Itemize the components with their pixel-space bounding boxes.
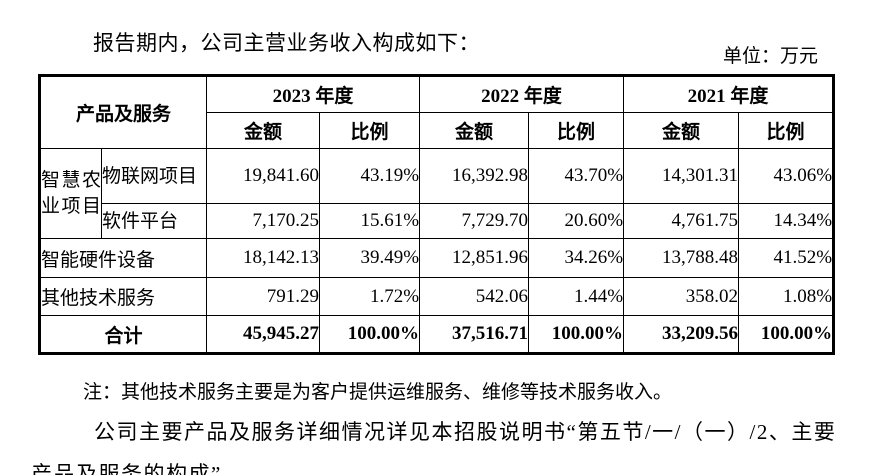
col-header-year-2023: 2023 年度 [206, 75, 421, 113]
row-label-smart-hardware: 智能硬件设备 [38, 238, 208, 278]
cell-amount-2021: 33,209.56 [623, 315, 740, 354]
row-smart-hardware: 智能硬件设备 18,142.13 39.49% 12,851.96 34.26%… [38, 238, 835, 278]
row-other-tech-services: 其他技术服务 791.29 1.72% 542.06 1.44% 358.02 … [38, 277, 835, 316]
intro-paragraph: 报告期内，公司主营业务收入构成如下： [93, 31, 480, 55]
cell-amount-2022: 12,851.96 [419, 238, 530, 278]
cell-ratio-2023: 100.00% [319, 315, 421, 354]
row-label-total: 合计 [38, 315, 208, 354]
row-label-software-platform: 软件平台 [100, 203, 208, 239]
col-header-amount-2023: 金额 [206, 112, 321, 149]
col-header-ratio-2021: 比例 [738, 112, 835, 149]
cell-ratio-2022: 34.26% [528, 238, 625, 278]
group-label-smart-agriculture: 智慧农业项目 [39, 148, 102, 239]
header-row-amount-ratio: 金额 比例 金额 比例 金额 比例 [40, 112, 835, 149]
revenue-composition-table: 产品及服务 2023 年度 2022 年度 2021 年度 金额 比例 金额 比… [38, 74, 836, 355]
col-header-year-2021: 2021 年度 [623, 75, 835, 113]
cell-amount-2021: 14,301.31 [623, 148, 740, 204]
cell-amount-2021: 4,761.75 [623, 203, 740, 239]
cell-amount-2022: 16,392.98 [419, 148, 530, 204]
cell-amount-2022: 7,729.70 [419, 203, 530, 239]
row-total: 合计 45,945.27 100.00% 37,516.71 100.00% 3… [38, 315, 835, 354]
header-row-years: 产品及服务 2023 年度 2022 年度 2021 年度 [38, 75, 835, 149]
col-header-amount-2022: 金额 [419, 112, 530, 149]
row-label-iot-project: 物联网项目 [100, 148, 208, 204]
cell-ratio-2022: 43.70% [528, 148, 625, 204]
cell-ratio-2023: 39.49% [319, 238, 421, 278]
col-header-amount-2021: 金额 [623, 112, 740, 149]
cell-amount-2023: 7,170.25 [206, 203, 321, 239]
cell-ratio-2022: 1.44% [528, 277, 625, 316]
cell-amount-2023: 18,142.13 [206, 238, 321, 278]
cell-ratio-2021: 43.06% [738, 148, 835, 204]
row-iot-project: 智慧农业项目 物联网项目 19,841.60 43.19% 16,392.98 … [39, 148, 835, 239]
cell-ratio-2021: 41.52% [738, 238, 835, 278]
closing-paragraph-line2: 产品及服务的构成”。 [31, 462, 245, 475]
cell-amount-2023: 791.29 [206, 277, 321, 316]
table-footnote: 注：其他技术服务主要是为客户提供运维服务、维修等技术服务收入。 [83, 382, 673, 403]
cell-amount-2022: 542.06 [419, 277, 530, 316]
row-label-other-tech-services: 其他技术服务 [38, 277, 208, 316]
cell-amount-2023: 19,841.60 [206, 148, 321, 204]
cell-ratio-2022: 20.60% [528, 203, 625, 239]
cell-amount-2023: 45,945.27 [206, 315, 321, 354]
row-software-platform: 软件平台 7,170.25 15.61% 7,729.70 20.60% 4,7… [40, 203, 835, 239]
cell-ratio-2023: 1.72% [319, 277, 421, 316]
cell-amount-2021: 358.02 [623, 277, 740, 316]
cell-ratio-2021: 1.08% [738, 277, 835, 316]
cell-ratio-2023: 43.19% [319, 148, 421, 204]
col-header-ratio-2022: 比例 [528, 112, 625, 149]
cell-ratio-2021: 100.00% [738, 315, 835, 354]
closing-paragraph-line1: 公司主要产品及服务详细情况详见本招股说明书“第五节/一/（一）/2、主要 [94, 420, 837, 444]
cell-ratio-2023: 15.61% [319, 203, 421, 239]
col-header-ratio-2023: 比例 [319, 112, 421, 149]
col-header-year-2022: 2022 年度 [419, 75, 625, 113]
cell-ratio-2021: 14.34% [738, 203, 835, 239]
cell-amount-2021: 13,788.48 [623, 238, 740, 278]
col-header-product-service: 产品及服务 [38, 75, 208, 149]
unit-label: 单位：万元 [722, 46, 818, 67]
cell-amount-2022: 37,516.71 [419, 315, 530, 354]
cell-ratio-2022: 100.00% [528, 315, 625, 354]
